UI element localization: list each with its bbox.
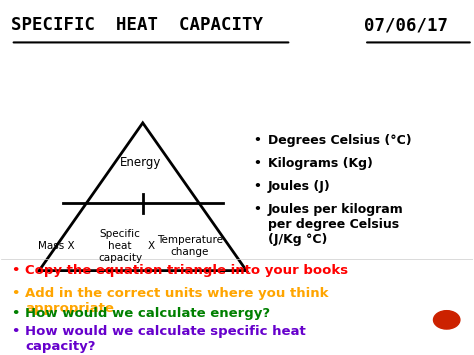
Text: •: • [254,203,261,216]
Text: Add in the correct units where you think
appropriate: Add in the correct units where you think… [25,287,328,315]
Text: •: • [11,325,19,338]
Text: 07/06/17: 07/06/17 [364,16,448,34]
Text: •: • [11,264,19,277]
Text: Joules (J): Joules (J) [268,180,330,193]
Text: Mass X: Mass X [38,241,75,251]
Text: Temperature
change: Temperature change [157,235,223,257]
Circle shape [434,311,460,329]
Text: How would we calculate specific heat
capacity?: How would we calculate specific heat cap… [25,325,306,353]
Text: Energy: Energy [120,156,161,169]
Text: •: • [11,287,19,300]
Text: Kilograms (Kg): Kilograms (Kg) [268,157,373,170]
Text: SPECIFIC  HEAT  CAPACITY: SPECIFIC HEAT CAPACITY [11,16,263,34]
Text: X: X [148,241,155,251]
Text: •: • [254,134,261,147]
Text: Specific
heat
capacity: Specific heat capacity [98,229,142,263]
Text: Copy the equation triangle into your books: Copy the equation triangle into your boo… [25,264,348,277]
Text: •: • [254,180,261,193]
Text: •: • [254,157,261,170]
Text: •: • [11,307,19,320]
Text: How would we calculate energy?: How would we calculate energy? [25,307,270,320]
Text: Degrees Celsius (°C): Degrees Celsius (°C) [268,134,411,147]
Text: Joules per kilogram
per degree Celsius
(J/Kg °C): Joules per kilogram per degree Celsius (… [268,203,403,246]
